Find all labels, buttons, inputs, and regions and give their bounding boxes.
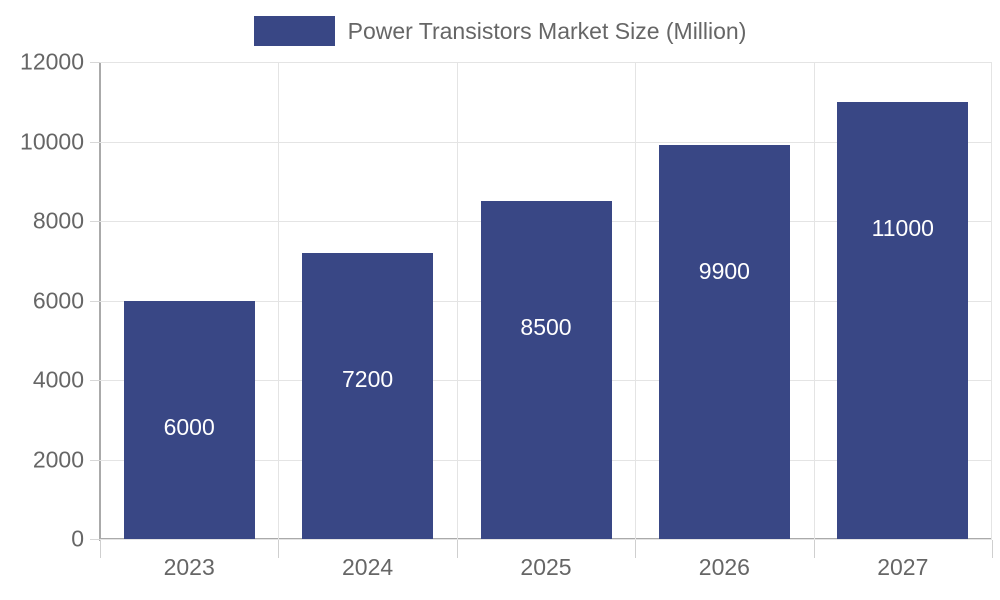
y-axis-tick-label: 0 (71, 525, 84, 552)
gridline-vertical (814, 62, 815, 539)
y-axis-tick-label: 4000 (32, 366, 84, 393)
gridline-horizontal (100, 62, 992, 63)
y-axis-tick-label: 8000 (32, 207, 84, 234)
y-axis-tick-mark (90, 380, 100, 381)
y-axis-tick-mark (90, 539, 100, 540)
x-axis-tick-mark (457, 540, 458, 558)
y-axis-tick-mark (90, 62, 100, 63)
x-axis-tick-label: 2027 (877, 554, 929, 580)
gridline-horizontal (100, 539, 992, 540)
y-axis-tick-mark (90, 459, 100, 461)
legend-color-swatch (253, 16, 335, 46)
gridline-vertical (635, 62, 636, 539)
bar[interactable] (481, 201, 612, 539)
y-axis-tick-label: 6000 (32, 287, 84, 313)
legend-item[interactable]: Power Transistors Market Size (Million) (253, 16, 747, 46)
y-axis-tick-label: 10000 (20, 128, 84, 154)
chart-legend: Power Transistors Market Size (Million) (0, 10, 1000, 52)
y-axis-line (99, 62, 101, 541)
legend-label: Power Transistors Market Size (Million) (347, 17, 747, 44)
x-axis-tick-label: 2026 (698, 554, 750, 580)
x-axis-tick-mark (278, 540, 279, 558)
gridline-vertical (457, 62, 458, 539)
x-axis-tick-label: 2024 (342, 554, 394, 580)
bar[interactable] (124, 300, 255, 539)
y-axis-tick-label: 2000 (32, 446, 84, 472)
y-axis-tick-label: 12000 (20, 48, 84, 75)
x-axis-tick-mark (635, 540, 636, 558)
y-axis-tick-mark (90, 141, 100, 143)
x-axis-tick-mark (100, 540, 101, 558)
x-axis-tick-label: 2025 (520, 554, 572, 580)
y-axis-tick-mark (90, 300, 100, 302)
bar[interactable] (302, 252, 433, 539)
gridline-horizontal (100, 141, 992, 143)
x-axis-tick-label: 2023 (163, 554, 215, 580)
x-axis-tick-mark (992, 540, 993, 558)
y-axis-tick-mark (90, 221, 100, 222)
gridline-vertical (278, 62, 279, 539)
bar[interactable] (659, 145, 790, 539)
plot-area: 0 2000 4000 6000 8000 10000 12000 6000 7200 8500 9… (20, 50, 992, 550)
bar[interactable] (837, 101, 968, 539)
x-axis-tick-mark (814, 540, 815, 558)
